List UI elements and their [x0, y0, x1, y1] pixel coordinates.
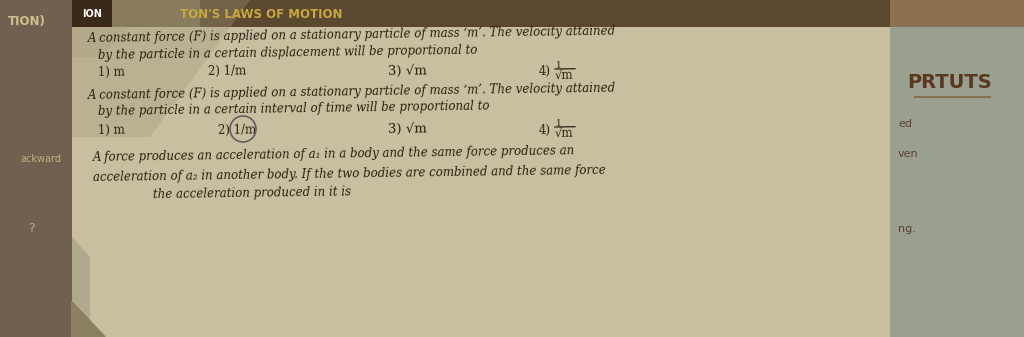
Text: √m: √m — [555, 69, 573, 83]
Text: by the particle in a certain displacement will be proportional to: by the particle in a certain displacemen… — [98, 44, 477, 62]
Text: 1: 1 — [556, 119, 562, 127]
Text: A force produces an acceleration of a₁ in a body and the same force produces an: A force produces an acceleration of a₁ i… — [93, 144, 575, 164]
Text: 2) 1/m: 2) 1/m — [208, 64, 247, 78]
Text: ven: ven — [898, 149, 919, 159]
Text: ed: ed — [898, 119, 912, 129]
Text: acceleration of a₂ in another body. If the two bodies are combined and the same : acceleration of a₂ in another body. If t… — [93, 164, 606, 184]
Text: A constant force (F) is applied on a stationary particle of mass ‘m’. The veloci: A constant force (F) is applied on a sta… — [88, 25, 616, 45]
Bar — [0, 0, 72, 337]
Text: 1) m: 1) m — [98, 123, 125, 137]
Polygon shape — [890, 0, 1024, 27]
Polygon shape — [72, 237, 90, 337]
Text: 4): 4) — [538, 64, 550, 78]
Text: 1) m: 1) m — [98, 65, 125, 79]
Text: ackward: ackward — [20, 154, 61, 164]
Text: the acceleration produced in it is: the acceleration produced in it is — [93, 186, 351, 202]
Text: 2) 1/m: 2) 1/m — [218, 123, 256, 137]
Text: 4): 4) — [538, 123, 550, 136]
Polygon shape — [72, 0, 200, 57]
Text: 3) √m: 3) √m — [388, 64, 427, 78]
Text: TON'S LAWS OF MOTION: TON'S LAWS OF MOTION — [180, 7, 342, 21]
Text: 1: 1 — [556, 60, 562, 69]
Text: PRTUTS: PRTUTS — [907, 72, 992, 92]
Bar — [890, 0, 1024, 337]
Polygon shape — [72, 302, 105, 337]
Text: by the particle in a certain interval of time will be proportional to: by the particle in a certain interval of… — [98, 100, 489, 118]
Bar — [72, 0, 112, 27]
Text: √m: √m — [555, 127, 573, 141]
Text: ng.: ng. — [898, 224, 915, 234]
Polygon shape — [72, 302, 105, 337]
Text: ?: ? — [28, 222, 35, 236]
Text: 3) √m: 3) √m — [388, 122, 427, 136]
Bar — [72, 0, 890, 337]
Bar — [72, 0, 890, 27]
Polygon shape — [72, 0, 250, 137]
Text: ION: ION — [82, 9, 102, 19]
Text: A constant force (F) is applied on a stationary particle of mass ‘m’. The veloci: A constant force (F) is applied on a sta… — [88, 82, 616, 102]
Text: TION): TION) — [8, 14, 46, 28]
